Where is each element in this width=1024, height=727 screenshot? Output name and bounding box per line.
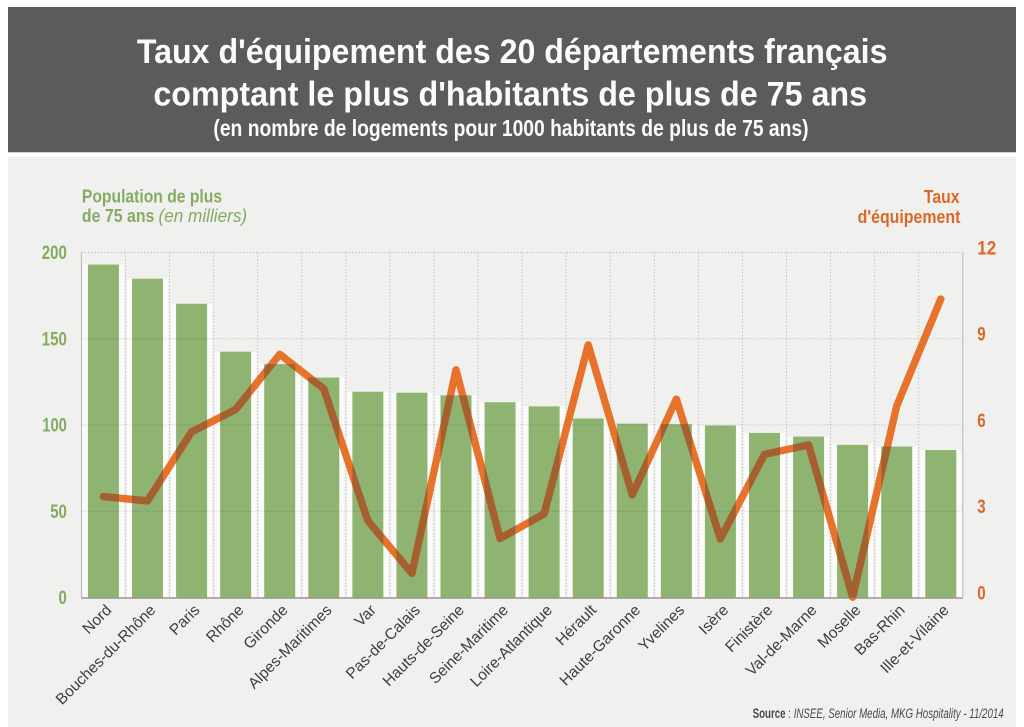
- svg-text:(en nombre de logements pour 1: (en nombre de logements pour 1000 habita…: [213, 115, 808, 141]
- svg-text:de 75 ans: de 75 ans: [82, 205, 154, 226]
- svg-text:Taux d'équipement des 20 dépar: Taux d'équipement des 20 départements fr…: [137, 33, 888, 71]
- svg-text:d'équipement: d'équipement: [858, 206, 961, 227]
- svg-text:6: 6: [977, 411, 985, 432]
- svg-text:50: 50: [50, 502, 67, 523]
- svg-text:0: 0: [59, 588, 67, 609]
- svg-text:12: 12: [977, 238, 996, 259]
- svg-text:200: 200: [42, 243, 67, 264]
- svg-text:Population de plus: Population de plus: [82, 186, 222, 207]
- svg-text:150: 150: [42, 329, 67, 350]
- svg-text:(en milliers): (en milliers): [159, 205, 248, 226]
- svg-text:0: 0: [977, 583, 985, 604]
- svg-text:comptant le plus d'habitants d: comptant le plus d'habitants de plus de …: [153, 76, 867, 114]
- svg-text:3: 3: [977, 497, 985, 518]
- svg-text:Taux: Taux: [924, 186, 960, 207]
- svg-text:9: 9: [977, 325, 985, 346]
- svg-text:100: 100: [42, 416, 67, 437]
